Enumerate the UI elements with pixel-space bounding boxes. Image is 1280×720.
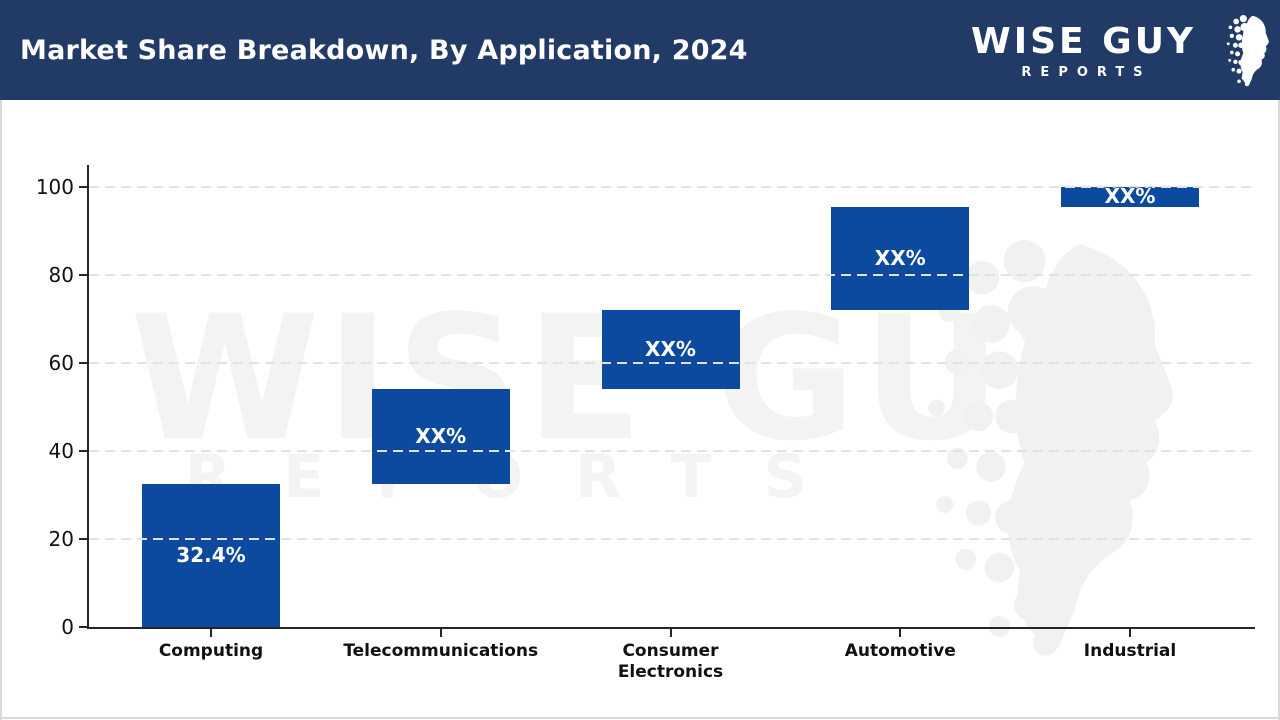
y-tick-label: 20 — [48, 527, 74, 551]
y-tick-label: 80 — [48, 263, 74, 287]
x-category-label: Industrial — [1083, 641, 1177, 661]
bar-value-label: XX% — [415, 423, 467, 448]
y-tick-mark — [79, 274, 87, 276]
x-tick-mark — [1129, 629, 1131, 637]
x-axis-line — [87, 627, 1255, 629]
brand-logo-text: WISE GUY REPORTS — [970, 20, 1196, 80]
face-profile-icon — [1226, 15, 1269, 87]
y-tick-label: 100 — [35, 175, 74, 199]
y-tick-mark — [79, 362, 87, 364]
bar-consumer-electronics — [601, 310, 740, 390]
page-title: Market Share Breakdown, By Application, … — [20, 34, 748, 66]
brand-subtitle: REPORTS — [1021, 64, 1152, 80]
bar-value-label: XX% — [874, 245, 926, 270]
bar-telecommunications — [371, 389, 510, 485]
x-tick-mark — [669, 629, 672, 637]
frame-border-bottom — [0, 717, 1280, 719]
x-category-label: Consumer Electronics — [617, 641, 724, 682]
brand-logo: WISE GUY REPORTS — [971, 8, 1270, 94]
x-category-label: Automotive — [844, 641, 956, 661]
bar-industrial — [1061, 187, 1199, 208]
bar-value-label: XX% — [645, 336, 696, 361]
y-gridline — [89, 274, 1255, 276]
bar-value-label: 32.4% — [176, 542, 246, 567]
frame-border-right — [1278, 100, 1280, 720]
y-tick-mark — [79, 626, 87, 628]
x-category-label: Computing — [158, 641, 264, 661]
header-band: Market Share Breakdown, By Application, … — [0, 0, 1280, 100]
x-tick-mark — [439, 629, 442, 637]
frame-border-left — [0, 100, 2, 720]
chart-canvas: WISE GUY REPORTS — [0, 100, 1280, 720]
y-tick-mark — [79, 450, 87, 452]
bar-automotive — [831, 207, 970, 311]
bar-value-label: XX% — [1104, 183, 1156, 209]
y-gridline — [89, 538, 1255, 540]
y-tick-label: 40 — [48, 439, 74, 463]
y-gridline — [89, 362, 1255, 364]
y-gridline — [89, 186, 1255, 188]
y-gridline — [89, 450, 1255, 452]
y-tick-mark — [79, 538, 87, 540]
y-tick-label: 0 — [61, 615, 74, 639]
x-category-label: Telecommunications — [343, 641, 539, 661]
waterfall-chart: 0 20 40 60 80 100 32.4% Computing XX% Telecommuni… — [0, 100, 1280, 720]
y-axis-line — [87, 165, 89, 629]
brand-name: WISE GUY — [970, 20, 1196, 62]
y-tick-mark — [79, 186, 87, 188]
x-tick-mark — [210, 629, 212, 637]
bar-computing — [142, 484, 280, 627]
x-tick-mark — [899, 629, 902, 637]
y-tick-label: 60 — [48, 351, 74, 375]
